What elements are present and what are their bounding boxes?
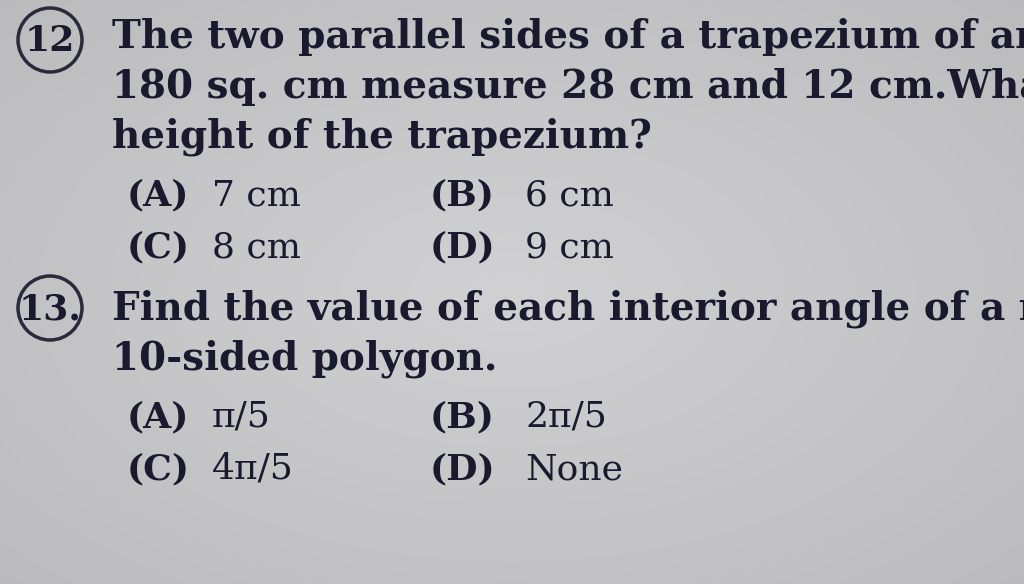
Text: None: None: [525, 452, 623, 486]
Text: 7 cm: 7 cm: [212, 178, 301, 212]
Text: 8 cm: 8 cm: [212, 230, 301, 264]
Text: 180 sq. cm measure 28 cm and 12 cm.What is the: 180 sq. cm measure 28 cm and 12 cm.What …: [112, 68, 1024, 106]
Text: (C): (C): [127, 452, 190, 486]
Text: (D): (D): [430, 452, 496, 486]
Text: (A): (A): [127, 400, 189, 434]
Text: 4π/5: 4π/5: [212, 452, 294, 486]
Text: 10-sided polygon.: 10-sided polygon.: [112, 340, 498, 378]
Text: 6 cm: 6 cm: [525, 178, 613, 212]
Text: 9 cm: 9 cm: [525, 230, 613, 264]
Text: 2π/5: 2π/5: [525, 400, 607, 434]
Text: Find the value of each interior angle of a regular: Find the value of each interior angle of…: [112, 290, 1024, 328]
Text: (B): (B): [430, 400, 495, 434]
Text: (A): (A): [127, 178, 189, 212]
Text: 13.: 13.: [18, 292, 82, 326]
Text: (B): (B): [430, 178, 495, 212]
Text: (C): (C): [127, 230, 190, 264]
Text: (D): (D): [430, 230, 496, 264]
Text: The two parallel sides of a trapezium of area: The two parallel sides of a trapezium of…: [112, 18, 1024, 56]
Text: 12: 12: [25, 24, 75, 58]
Text: height of the trapezium?: height of the trapezium?: [112, 118, 652, 157]
Text: π/5: π/5: [212, 400, 271, 434]
